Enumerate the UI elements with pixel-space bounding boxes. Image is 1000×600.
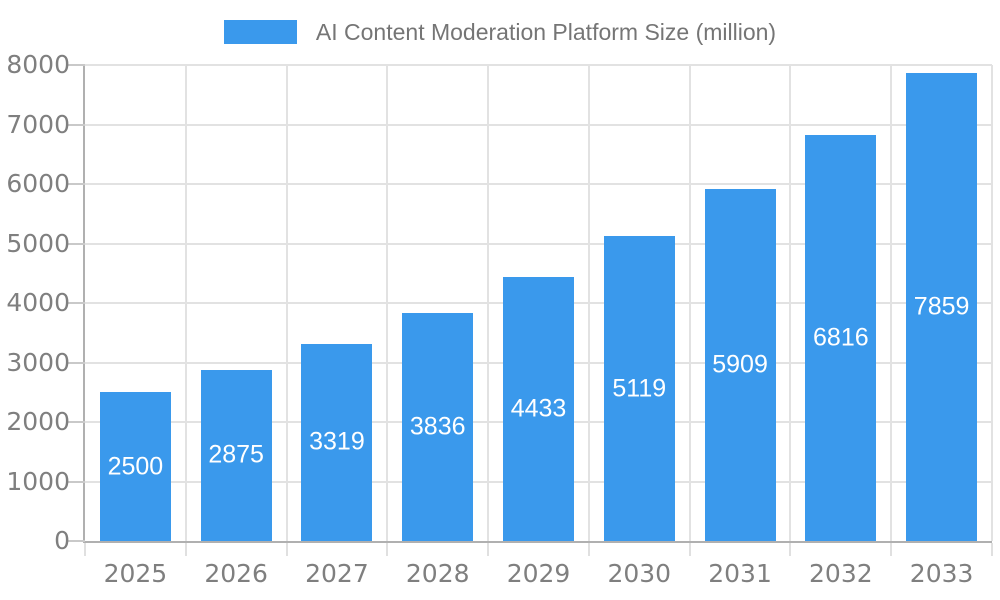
bar-value-label: 3319	[309, 427, 365, 456]
x-axis-tick	[487, 543, 490, 556]
x-axis-tick	[285, 543, 288, 556]
gridline-vertical	[587, 65, 590, 541]
bar-value-label: 3836	[409, 412, 466, 441]
legend-title: AI Content Moderation Platform Size (mil…	[315, 18, 777, 45]
x-tick-label-2029: 2029	[506, 559, 571, 588]
y-tick-label: 0	[54, 526, 70, 555]
y-tick-label: 6000	[6, 169, 70, 198]
y-tick-label: 1000	[6, 466, 70, 496]
bar-2032[interactable]: 6816	[805, 135, 877, 541]
y-axis-tick	[68, 302, 85, 304]
y-tick-label: 3000	[6, 347, 70, 377]
y-tick-label: 8000	[6, 50, 70, 79]
gridline-vertical	[789, 65, 792, 541]
x-tick-label-2027: 2027	[305, 559, 369, 588]
bar-value-label: 4433	[510, 394, 567, 423]
bar-2031[interactable]: 5909	[704, 189, 776, 541]
x-tick-label-2026: 2026	[204, 559, 268, 588]
x-axis-tick	[386, 543, 389, 556]
chart-legend[interactable]: AI Content Moderation Platform Size (mil…	[0, 12, 1000, 52]
y-axis-tick	[68, 123, 85, 126]
plot-area: 2500 2875 3319 3836 4433 5119 5909 6816 7859	[85, 64, 993, 541]
y-tick-label: 7000	[6, 109, 70, 139]
y-axis-tick	[68, 64, 85, 66]
gridline-vertical	[386, 65, 389, 541]
gridline-horizontal	[85, 242, 992, 245]
x-axis-tick	[789, 543, 792, 556]
y-axis-tick	[68, 540, 85, 542]
x-tick-label-2033: 2033	[909, 559, 974, 588]
bar-value-label: 7859	[913, 292, 970, 321]
legend-swatch	[223, 20, 297, 44]
bar-value-label: 5119	[612, 374, 667, 403]
bar-value-label: 5909	[712, 350, 768, 379]
x-tick-label-2032: 2032	[809, 559, 873, 588]
x-tick-label-2028: 2028	[405, 559, 470, 588]
y-tick-label: 4000	[6, 288, 70, 317]
gridline-horizontal	[85, 183, 992, 185]
x-axis-tick	[84, 543, 86, 556]
y-axis-tick	[68, 480, 85, 483]
y-axis-tick	[68, 421, 85, 423]
y-axis-tick	[68, 183, 85, 185]
bar-2027[interactable]: 3319	[301, 343, 373, 541]
gridline-vertical	[184, 65, 187, 541]
bar-2033[interactable]: 7859	[906, 73, 978, 541]
bar-2026[interactable]: 2875	[200, 369, 272, 541]
y-axis-tick	[68, 242, 85, 245]
x-axis-tick	[688, 543, 691, 556]
x-axis-tick	[184, 543, 187, 556]
y-tick-label: 2000	[6, 407, 70, 436]
x-tick-label-2025: 2025	[103, 559, 168, 588]
bar-value-label: 2875	[208, 440, 264, 469]
gridline-vertical	[487, 65, 490, 541]
x-axis-tick	[890, 543, 893, 556]
y-axis-tick	[68, 361, 85, 364]
gridline-vertical	[285, 65, 288, 541]
bar-value-label: 6816	[813, 323, 869, 352]
gridline-vertical	[688, 65, 691, 541]
bar-2025[interactable]: 2500	[99, 392, 171, 541]
x-axis-tick	[587, 543, 590, 556]
bar-2030[interactable]: 5119	[603, 236, 675, 541]
bar-2028[interactable]: 3836	[402, 312, 474, 541]
bar-value-label: 2500	[107, 452, 164, 481]
y-tick-label: 5000	[6, 228, 70, 258]
x-axis-tick	[991, 543, 993, 556]
x-tick-label-2030: 2030	[607, 559, 672, 588]
gridline-horizontal	[85, 64, 992, 66]
x-axis-line	[83, 541, 992, 543]
y-axis-line	[83, 65, 85, 543]
x-tick-label-2031: 2031	[708, 559, 772, 588]
gridline-horizontal	[85, 123, 992, 126]
bar-2029[interactable]: 4433	[503, 277, 574, 541]
gridline-vertical	[890, 65, 893, 541]
gridline-vertical	[991, 65, 993, 541]
